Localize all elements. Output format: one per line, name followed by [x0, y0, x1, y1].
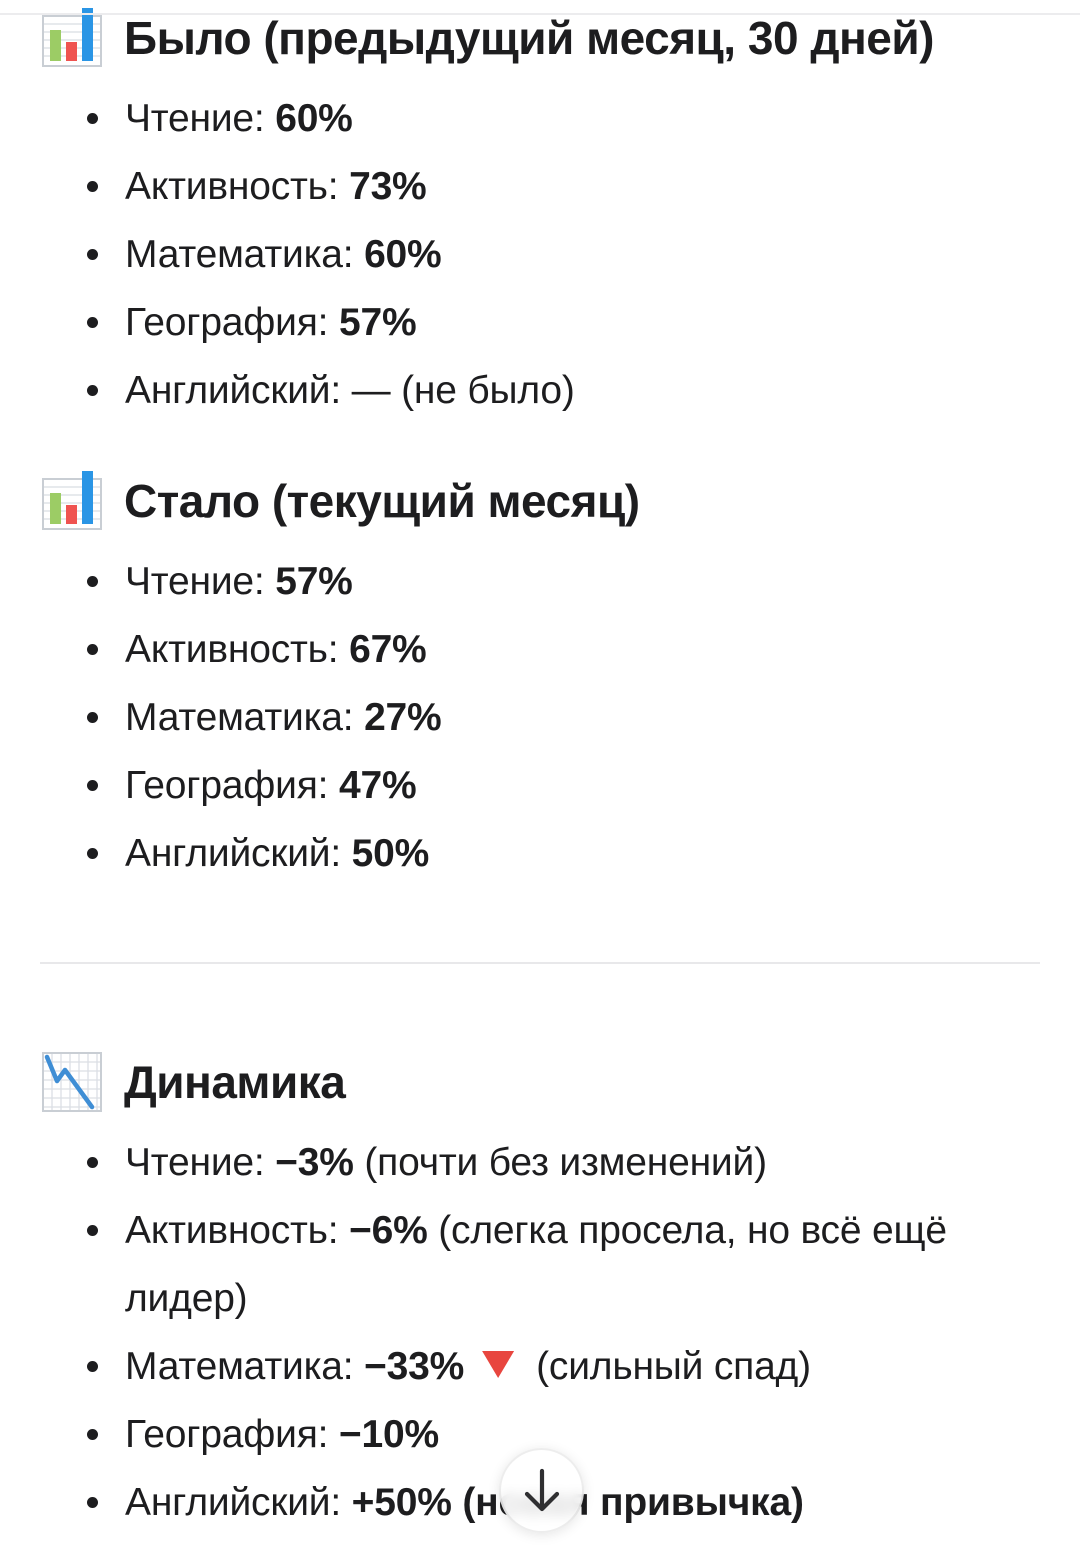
stat-value: 27% [364, 696, 442, 739]
list-item: Активность: −6% (слегка просела, но всё … [85, 1197, 1040, 1333]
stat-value: 73% [349, 165, 427, 208]
section-title: Было (предыдущий месяц, 30 дней) [124, 12, 934, 64]
red-triangle-down-icon [482, 1351, 515, 1378]
section-dynamics-heading: Динамика [40, 1050, 1040, 1114]
stat-label: Активность: [125, 165, 339, 208]
section-divider [40, 962, 1040, 964]
scroll-down-button[interactable] [499, 1448, 584, 1533]
stat-value: −6% [349, 1209, 428, 1252]
list-item: Чтение: 57% [85, 548, 1040, 616]
stat-label: География: [125, 764, 329, 807]
stat-label: Активность: [125, 628, 339, 671]
stat-label: Математика: [125, 1345, 354, 1388]
stat-label: Чтение: [125, 560, 265, 603]
stats-list-after: Чтение: 57% Активность: 67% Математика: … [40, 548, 1040, 888]
section-title: Динамика [124, 1056, 346, 1108]
list-item: Английский: 50% [85, 820, 1040, 888]
section-after-heading: Стало (текущий месяц) [40, 469, 1040, 533]
list-item: География: 47% [85, 752, 1040, 820]
bar-chart-icon [40, 6, 104, 70]
stat-label: Активность: [125, 1209, 339, 1252]
section-before: Было (предыдущий месяц, 30 дней) Чтение:… [40, 6, 1040, 425]
stat-label: География: [125, 301, 329, 344]
stats-list-dynamics: Чтение: −3% (почти без изменений) Активн… [40, 1129, 1040, 1537]
stat-value: 57% [275, 560, 353, 603]
stat-label: Английский: [125, 369, 342, 412]
down-arrow-icon [520, 1467, 564, 1515]
stat-value: — [351, 369, 391, 412]
list-item: Математика: 60% [85, 221, 1040, 289]
stat-suffix: (не было) [401, 369, 575, 412]
stat-suffix: (сильный спад) [536, 1345, 811, 1388]
section-before-heading: Было (предыдущий месяц, 30 дней) [40, 6, 1040, 70]
stat-value: 57% [338, 301, 417, 344]
list-item: Чтение: 60% [85, 85, 1040, 153]
list-item: Математика: −33% (сильный спад) [85, 1333, 1040, 1401]
bar-chart-icon [40, 469, 104, 533]
section-after: Стало (текущий месяц) Чтение: 57% Активн… [40, 469, 1040, 888]
stat-label: Чтение: [125, 97, 265, 140]
list-item: Чтение: −3% (почти без изменений) [85, 1129, 1040, 1197]
stat-value: −3% [275, 1141, 354, 1184]
stat-label: Английский: [125, 1481, 342, 1524]
section-dynamics: Динамика Чтение: −3% (почти без изменени… [40, 1050, 1040, 1537]
list-item: География: −10% [85, 1401, 1040, 1469]
section-title: Стало (текущий месяц) [124, 475, 640, 527]
stat-value: 60% [275, 97, 353, 140]
stat-suffix: (почти без изменений) [364, 1141, 767, 1184]
stat-suffix: (слегка просела, но всё ещё лидер) [125, 1209, 947, 1320]
top-divider [0, 13, 1080, 15]
stat-value: 50% [351, 832, 430, 875]
stat-label: Чтение: [125, 1141, 265, 1184]
stat-value: −33% [364, 1345, 465, 1388]
stat-label: Математика: [125, 696, 354, 739]
chart-decreasing-icon [40, 1050, 104, 1114]
list-item: Английский: — (не было) [85, 357, 1040, 425]
list-item: Активность: 67% [85, 616, 1040, 684]
stat-value: 47% [338, 764, 417, 807]
stat-value: 60% [364, 233, 442, 276]
stat-value: 67% [349, 628, 427, 671]
stat-value: +50% [351, 1481, 452, 1524]
list-item: География: 57% [85, 289, 1040, 357]
stat-label: Английский: [125, 832, 342, 875]
list-item: Математика: 27% [85, 684, 1040, 752]
stat-label: Математика: [125, 233, 354, 276]
stat-value: −10% [338, 1413, 440, 1456]
stats-list-before: Чтение: 60% Активность: 73% Математика: … [40, 85, 1040, 425]
list-item: Активность: 73% [85, 153, 1040, 221]
stat-label: География: [125, 1413, 329, 1456]
